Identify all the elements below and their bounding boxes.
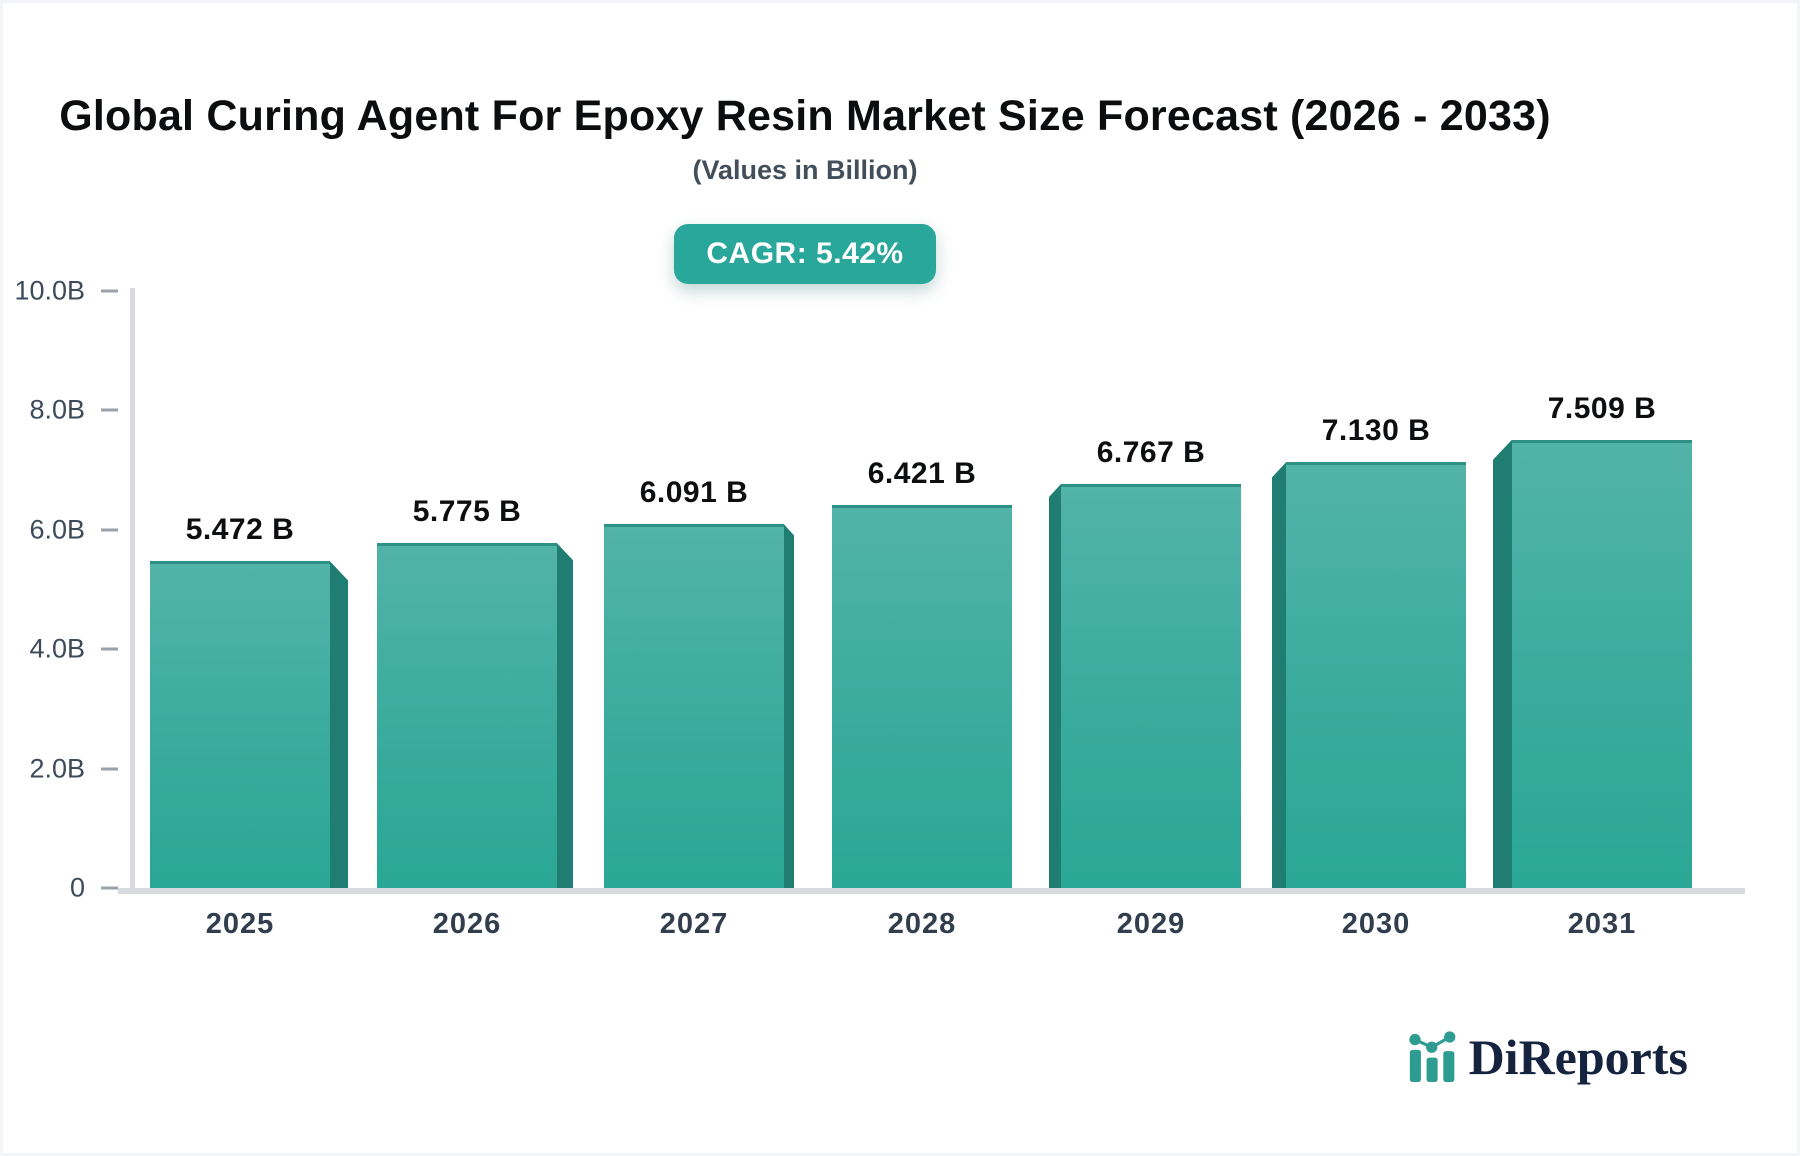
x-axis-label-2031: 2031	[1567, 908, 1637, 940]
mini-bar-chart-icon	[1408, 1031, 1455, 1082]
bar-3d-side-2029	[1049, 484, 1061, 888]
direports-logo: DiReports	[1407, 1028, 1688, 1082]
cagr-badge-row: CAGR: 5.42%	[0, 224, 1610, 284]
direports-logo-text: DiReports	[1468, 1029, 1688, 1085]
bar-2025	[150, 561, 330, 888]
y-axis-tick-label: 4.0B	[29, 633, 85, 664]
chart-subtitle: (Values in Billion)	[692, 155, 918, 185]
chart-header: Global Curing Agent For Epoxy Resin Mark…	[0, 92, 1610, 186]
bar-value-label-2027: 6.091 B	[639, 476, 749, 510]
y-axis-tick-mark	[101, 528, 118, 532]
bar-3d-side-2026	[557, 543, 573, 888]
x-axis-label-2029: 2029	[1116, 908, 1186, 940]
bar-3d-side-2025	[330, 561, 348, 888]
y-axis-tick-label: 8.0B	[29, 394, 85, 425]
bar-3d-side-2031	[1493, 439, 1512, 888]
x-axis-label-2025: 2025	[205, 908, 275, 940]
bar-2028	[832, 504, 1012, 888]
bar-value-label-2029: 6.767 B	[1096, 436, 1206, 469]
bar-value-label-2026: 5.775 B	[412, 495, 522, 529]
y-axis-tick-label: 10.0B	[14, 275, 85, 306]
bar-2031	[1512, 439, 1692, 888]
x-axis-label-2028: 2028	[887, 908, 957, 940]
x-axis-label-2027: 2027	[659, 908, 729, 940]
bar-2030	[1286, 462, 1466, 888]
bar-3d-side-2030	[1272, 462, 1286, 888]
y-axis-tick-mark	[101, 886, 118, 890]
bar-2027	[604, 524, 784, 888]
bar-value-label-2030: 7.130 B	[1321, 414, 1431, 448]
y-axis-tick-mark	[101, 767, 118, 771]
x-axis-label-2030: 2030	[1341, 908, 1411, 940]
chart-title: Global Curing Agent For Epoxy Resin Mark…	[59, 92, 1551, 140]
y-axis-tick-mark	[101, 408, 118, 412]
bar-value-label-2031: 7.509 B	[1547, 391, 1657, 425]
x-axis-baseline	[118, 888, 1745, 894]
bar-value-label-2025: 5.472 B	[185, 513, 295, 547]
cagr-badge: CAGR: 5.42%	[674, 224, 936, 284]
bar-2029	[1061, 484, 1241, 888]
bar-2026	[377, 543, 557, 888]
y-axis-tick-mark	[101, 289, 118, 293]
y-axis-line	[130, 288, 135, 894]
y-axis-tick-label: 0	[69, 872, 85, 903]
bar-value-label-2028: 6.421 B	[867, 456, 977, 490]
y-axis-tick-label: 6.0B	[29, 514, 85, 545]
x-axis-label-2026: 2026	[432, 908, 502, 940]
bar-3d-side-2027	[784, 524, 794, 888]
y-axis-tick-label: 2.0B	[29, 753, 85, 784]
y-axis-tick-mark	[101, 647, 118, 651]
